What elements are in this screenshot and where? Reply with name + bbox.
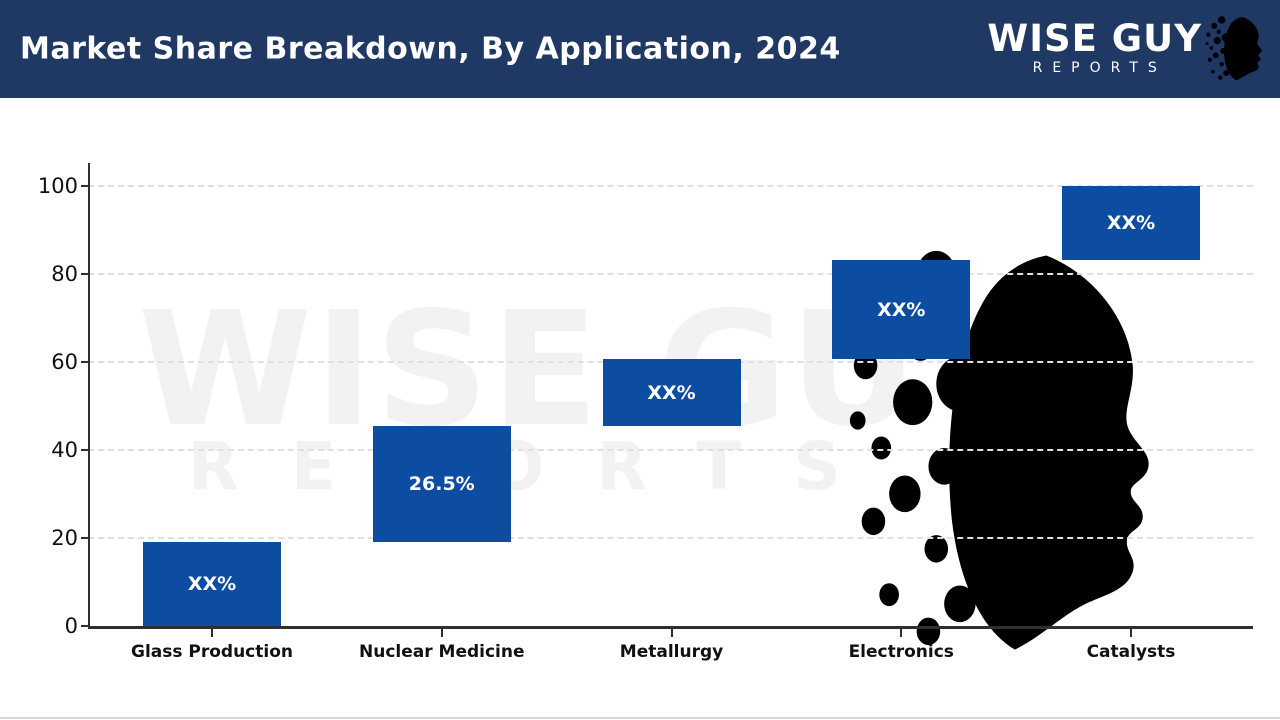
- chart-title: Market Share Breakdown, By Application, …: [20, 31, 841, 67]
- bottom-divider: [0, 717, 1280, 719]
- bar-catalysts: XX%: [1062, 185, 1200, 261]
- y-axis-tick-80: [81, 272, 88, 275]
- watermark-reports-text: REPORTS: [188, 428, 893, 505]
- bar-glass-production: XX%: [143, 542, 281, 626]
- y-axis-label-100: 100: [37, 173, 78, 198]
- x-axis-label-metallurgy: Metallurgy: [619, 642, 724, 662]
- bar-value-label-glass-production: XX%: [187, 573, 237, 596]
- x-axis-label-electronics: Electronics: [848, 642, 954, 662]
- bar-nuclear-medicine: 26.5%: [372, 425, 511, 543]
- brand-logo: WISE GUY REPORTS: [987, 6, 1266, 90]
- x-axis-tick-glass-production: [211, 629, 213, 637]
- x-axis-tick-catalysts: [1130, 629, 1132, 637]
- header-bar: Market Share Breakdown, By Application, …: [0, 0, 1280, 98]
- y-axis-tick-40: [81, 448, 88, 451]
- x-axis-label-nuclear-medicine: Nuclear Medicine: [358, 642, 525, 662]
- y-axis-label-20: 20: [51, 525, 78, 550]
- x-axis-label-catalysts: Catalysts: [1086, 642, 1176, 662]
- y-axis-spine: [88, 163, 90, 628]
- plot-area: 0 20 40 60 80 100 XX% Glass Production 26.5% Nucl…: [0, 98, 1280, 720]
- bar-metallurgy: XX%: [602, 359, 741, 426]
- gridline-100: [88, 184, 1253, 187]
- y-axis-tick-0: [81, 625, 88, 627]
- y-axis-tick-20: [81, 536, 88, 539]
- bar-value-label-catalysts: XX%: [1106, 211, 1156, 234]
- y-axis-label-60: 60: [51, 349, 78, 374]
- y-axis-tick-100: [81, 184, 88, 187]
- brand-wordmark: WISE GUY REPORTS: [987, 16, 1202, 77]
- y-axis-label-80: 80: [51, 261, 78, 286]
- gridline-40: [88, 448, 1253, 451]
- gridline-80: [88, 272, 1253, 275]
- bar-value-label-nuclear-medicine: 26.5%: [408, 472, 475, 495]
- bar-electronics: XX%: [832, 260, 971, 360]
- y-axis-tick-60: [81, 360, 88, 363]
- bar-value-label-electronics: XX%: [877, 298, 926, 321]
- logo-reports-text: REPORTS: [1032, 60, 1167, 77]
- logo-wiseguy-text: WISE GUY: [987, 16, 1202, 60]
- x-axis-spine: [88, 626, 1253, 629]
- logo-face-icon: [1205, 16, 1262, 81]
- y-axis-label-0: 0: [64, 614, 78, 638]
- x-axis-tick-metallurgy: [670, 629, 673, 637]
- x-axis-tick-nuclear-medicine: [440, 629, 443, 637]
- bar-value-label-metallurgy: XX%: [647, 381, 696, 404]
- x-axis-label-glass-production: Glass Production: [130, 642, 293, 662]
- x-axis-tick-electronics: [900, 629, 903, 637]
- gridline-20: [88, 536, 1253, 539]
- y-axis-label-40: 40: [51, 437, 78, 462]
